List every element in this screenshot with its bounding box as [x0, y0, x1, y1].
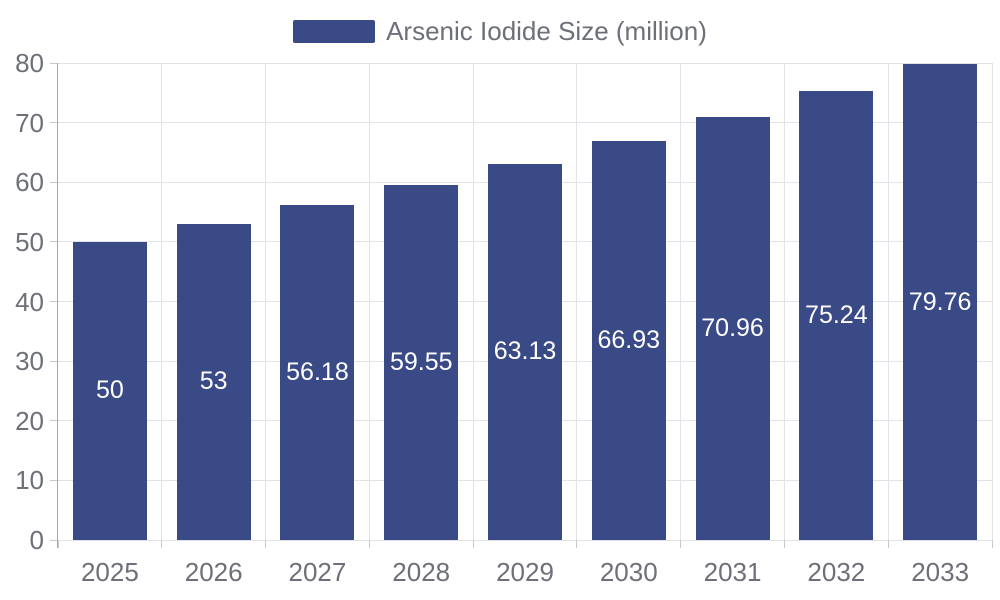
bar-value-label: 50 [95, 376, 124, 405]
bar[interactable]: 53 [176, 223, 251, 540]
y-axis-label: 0 [29, 525, 44, 555]
legend-swatch-icon [293, 19, 376, 43]
x-axis-label: 2029 [496, 557, 554, 587]
bar[interactable]: 63.13 [488, 163, 562, 540]
bar[interactable]: 79.76 [903, 64, 978, 540]
bar-value-label: 56.18 [286, 358, 349, 386]
y-axis-tick [50, 62, 58, 64]
x-axis-label: 2033 [911, 557, 970, 587]
x-axis-label: 2032 [807, 557, 866, 587]
x-axis-tick [680, 540, 682, 548]
y-axis-tick [50, 122, 58, 124]
y-axis-label: 70 [15, 107, 44, 138]
x-axis-tick [576, 540, 578, 548]
bar[interactable]: 70.96 [695, 116, 770, 540]
horizontal-gridline [58, 539, 992, 541]
bar[interactable]: 56.18 [280, 205, 355, 540]
bar[interactable]: 75.24 [799, 91, 874, 540]
x-axis-tick [991, 540, 993, 548]
x-axis-label: 2031 [703, 557, 762, 587]
x-axis-tick [368, 540, 370, 548]
x-axis-label: 2028 [392, 557, 451, 587]
y-axis-label: 40 [15, 286, 44, 317]
x-axis-label: 2027 [288, 557, 347, 587]
x-axis-tick [265, 540, 267, 548]
y-axis-tick [50, 420, 58, 422]
y-axis-label: 80 [15, 48, 44, 78]
y-axis-label: 50 [15, 226, 44, 257]
x-axis-tick [783, 540, 785, 548]
y-axis-tick [50, 539, 58, 541]
horizontal-gridline [58, 62, 992, 64]
bar-value-label: 66.93 [597, 325, 661, 354]
y-axis-label: 60 [15, 167, 44, 198]
x-axis-tick [161, 540, 163, 548]
x-axis-tick [887, 540, 889, 548]
x-axis-tick [57, 540, 59, 548]
y-axis-tick [50, 241, 58, 243]
y-axis-line [57, 63, 58, 548]
bar[interactable]: 59.55 [384, 184, 459, 540]
bar-value-label: 79.76 [908, 287, 972, 316]
vertical-gridline [991, 63, 993, 540]
bar-value-label: 75.24 [805, 301, 868, 330]
x-axis-label: 2030 [599, 557, 658, 587]
y-axis-label: 20 [15, 405, 44, 436]
bar-value-label: 63.13 [493, 337, 557, 366]
bar[interactable]: 66.93 [591, 140, 666, 540]
y-axis-tick [50, 479, 58, 481]
legend[interactable]: Arsenic Iodide Size (million) [0, 18, 1000, 44]
y-axis-label: 10 [15, 465, 44, 496]
bar-value-label: 53 [199, 367, 228, 396]
y-axis-tick [50, 360, 58, 362]
x-axis-label: 2025 [80, 557, 139, 587]
x-axis-tick [472, 540, 474, 548]
horizontal-gridline [58, 122, 992, 124]
x-axis-label: 2026 [184, 557, 243, 587]
bar-value-label: 59.55 [389, 347, 453, 376]
bar-value-label: 70.96 [701, 313, 764, 342]
y-axis-label: 30 [15, 346, 44, 377]
y-axis-tick [50, 181, 58, 183]
legend-label: Arsenic Iodide Size (million) [386, 16, 707, 46]
y-axis-tick [50, 301, 58, 302]
bar[interactable]: 50 [72, 241, 147, 540]
